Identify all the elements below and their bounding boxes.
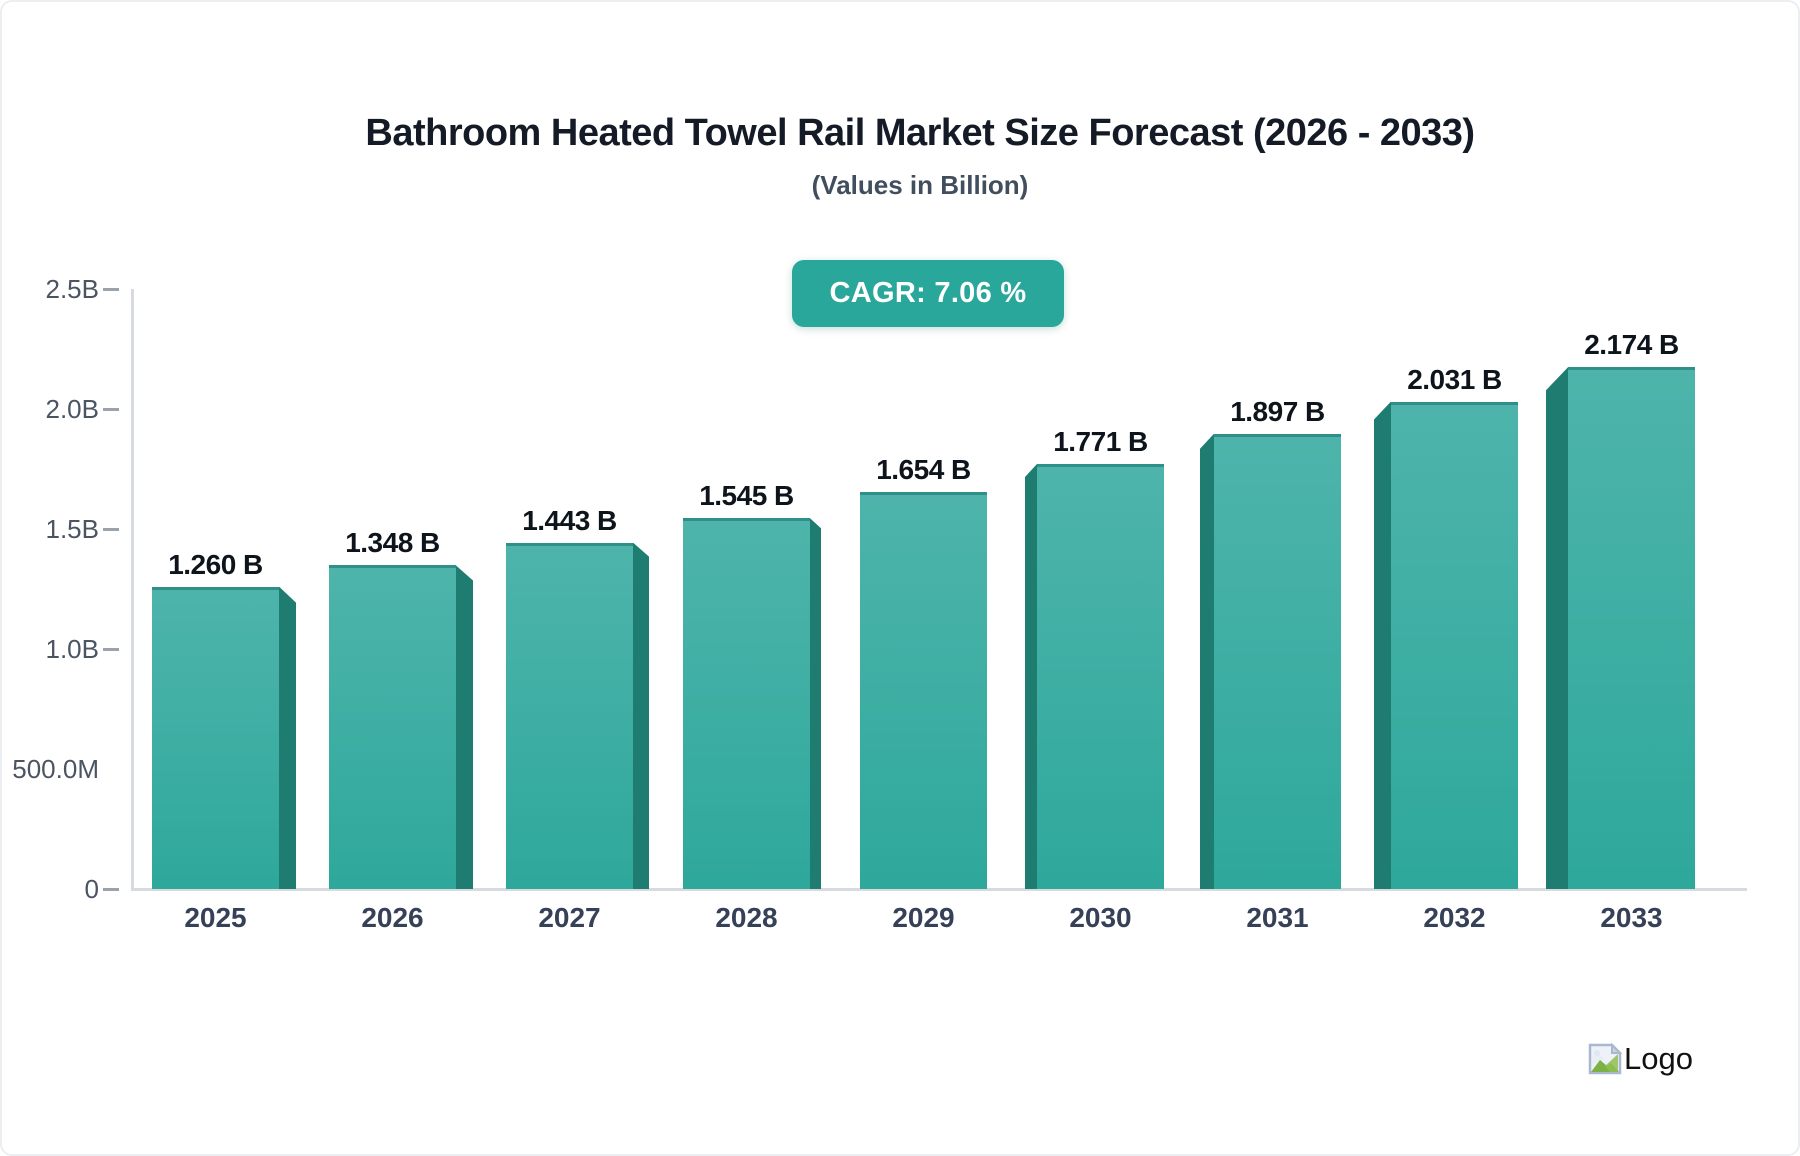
chart-bar <box>683 518 810 889</box>
x-axis-label: 2031 <box>1246 902 1309 933</box>
bar-value-label: 1.545 B <box>699 480 794 512</box>
y-axis-tick-dash <box>103 528 119 531</box>
cagr-badge-label: CAGR: 7.06 % <box>829 277 1027 309</box>
chart-title: Bathroom Heated Towel Rail Market Size F… <box>365 112 1475 154</box>
bar-side-face <box>456 565 473 889</box>
bar-side-face <box>810 518 821 889</box>
y-axis-tick-dash <box>103 408 119 411</box>
logo: Logo <box>1588 1042 1693 1076</box>
bar-value-label: 2.031 B <box>1407 363 1502 395</box>
y-axis-tick-label: 500.0M <box>12 754 99 784</box>
chart-bar <box>1037 463 1164 889</box>
x-axis-label: 2033 <box>1600 902 1663 933</box>
bar-value-label: 1.443 B <box>522 504 617 536</box>
y-axis-tick-label: 2.0B <box>45 394 100 424</box>
bar-side-face <box>1200 433 1214 889</box>
chart-bar <box>1568 367 1695 889</box>
logo-text: Logo <box>1624 1041 1693 1076</box>
bar-side-face <box>1546 367 1568 889</box>
bar-value-label: 2.174 B <box>1584 329 1679 361</box>
y-axis-tick-label: 2.5B <box>45 274 100 304</box>
bar-value-label: 1.771 B <box>1053 425 1148 457</box>
bar-side-face <box>279 586 296 889</box>
y-axis-tick-label: 0 <box>84 874 99 904</box>
x-axis-line <box>131 888 1747 891</box>
chart-subtitle: (Values in Billion) <box>811 170 1029 200</box>
x-axis-label: 2026 <box>361 902 424 933</box>
bar-value-label: 1.897 B <box>1230 395 1325 427</box>
x-axis-label: 2030 <box>1069 902 1132 933</box>
bar-side-face <box>1374 401 1391 889</box>
x-axis-label: 2032 <box>1423 902 1486 933</box>
y-axis-tick-dash <box>103 648 119 651</box>
chart-bar <box>1214 433 1341 889</box>
x-axis-label: 2029 <box>892 902 955 933</box>
x-axis-label: 2027 <box>538 902 601 933</box>
x-axis-label: 2028 <box>715 902 778 933</box>
chart-bar <box>329 565 456 889</box>
bar-side-face <box>1025 463 1037 889</box>
bar-value-label: 1.654 B <box>876 454 971 486</box>
bar-value-label: 1.260 B <box>168 548 263 580</box>
chart-bar <box>152 586 279 889</box>
chart-bar <box>860 492 987 889</box>
y-axis-line <box>131 289 134 890</box>
chart-bar <box>1391 401 1518 889</box>
cagr-badge: CAGR: 7.06 % <box>792 260 1064 327</box>
x-axis-label: 2025 <box>184 902 247 933</box>
bar-side-face <box>633 542 649 889</box>
y-axis-tick-label: 1.0B <box>45 634 100 664</box>
chart-bar <box>506 542 633 889</box>
y-axis-tick-dash <box>103 288 119 291</box>
y-axis-tick-label: 1.5B <box>45 514 100 544</box>
bar-value-label: 1.348 B <box>345 527 440 559</box>
broken-image-icon <box>1588 1043 1622 1075</box>
y-axis-tick-dash <box>103 888 119 891</box>
